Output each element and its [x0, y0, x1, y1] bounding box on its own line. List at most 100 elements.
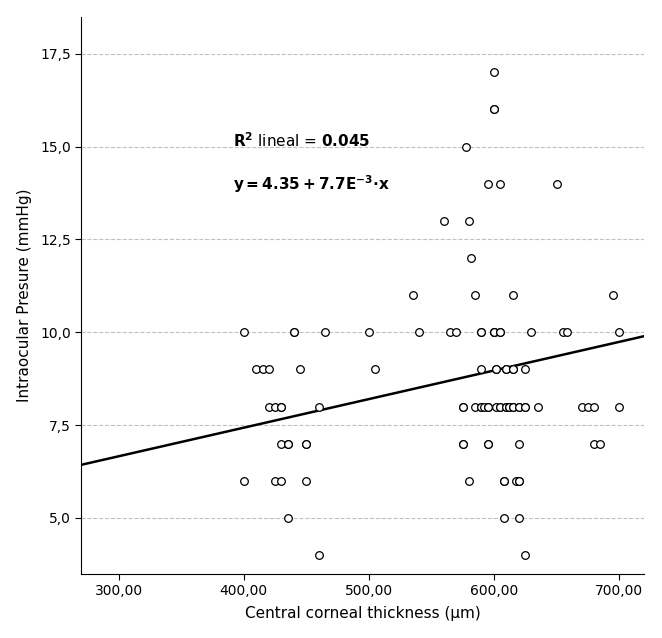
Point [514, 401, 524, 412]
Point [589, 401, 599, 412]
Point [289, 327, 299, 338]
Point [498, 476, 509, 486]
Point [501, 401, 512, 412]
Point [282, 438, 293, 449]
Point [520, 401, 530, 412]
Point [489, 105, 499, 115]
Point [489, 105, 499, 115]
Point [314, 401, 324, 412]
Point [520, 550, 530, 560]
Point [363, 327, 374, 338]
Point [314, 550, 324, 560]
Point [476, 364, 487, 375]
Point [614, 401, 624, 412]
Point [463, 216, 474, 226]
Point [495, 327, 506, 338]
Point [282, 513, 293, 523]
Text: $\mathbf{y = 4.35 + 7.7E^{-3}{\cdot}x}$: $\mathbf{y = 4.35 + 7.7E^{-3}{\cdot}x}$ [233, 173, 390, 195]
Point [491, 364, 502, 375]
Point [514, 513, 524, 523]
Point [520, 364, 530, 375]
Point [551, 179, 562, 189]
Point [508, 401, 518, 412]
Point [263, 401, 274, 412]
Point [466, 253, 477, 263]
Point [476, 401, 487, 412]
Point [439, 216, 449, 226]
Point [511, 476, 522, 486]
Point [495, 179, 506, 189]
Point [457, 438, 468, 449]
Point [508, 364, 518, 375]
Point [483, 179, 493, 189]
Point [489, 67, 499, 77]
Point [514, 438, 524, 449]
Point [301, 476, 312, 486]
Point [608, 290, 618, 300]
Point [461, 142, 472, 152]
Point [263, 364, 274, 375]
Point [238, 476, 249, 486]
Point [269, 476, 280, 486]
Point [320, 327, 330, 338]
Point [276, 438, 287, 449]
Point [495, 401, 506, 412]
Point [476, 401, 487, 412]
Point [457, 401, 468, 412]
Point [370, 364, 381, 375]
Point [276, 401, 287, 412]
Point [301, 438, 312, 449]
Point [495, 401, 506, 412]
Point [457, 401, 468, 412]
Point [276, 476, 287, 486]
Point [583, 401, 593, 412]
Point [489, 327, 499, 338]
Point [269, 401, 280, 412]
Point [508, 290, 518, 300]
Point [483, 438, 493, 449]
Point [276, 401, 287, 412]
Point [498, 513, 509, 523]
Point [576, 401, 587, 412]
Point [289, 327, 299, 338]
Point [451, 327, 461, 338]
Point [483, 401, 493, 412]
Point [445, 327, 455, 338]
Point [589, 438, 599, 449]
Point [595, 438, 606, 449]
Point [470, 401, 481, 412]
Point [476, 327, 487, 338]
Y-axis label: Intraocular Presure (mmHg): Intraocular Presure (mmHg) [17, 188, 32, 402]
Point [532, 401, 543, 412]
Point [508, 364, 518, 375]
Point [476, 327, 487, 338]
Point [514, 401, 524, 412]
Point [489, 327, 499, 338]
Point [457, 438, 468, 449]
Point [238, 327, 249, 338]
X-axis label: Central corneal thickness (μm): Central corneal thickness (μm) [245, 606, 481, 621]
Point [508, 401, 518, 412]
Point [514, 476, 524, 486]
Point [491, 364, 502, 375]
Point [463, 476, 474, 486]
Point [561, 327, 572, 338]
Point [251, 364, 261, 375]
Point [407, 290, 418, 300]
Point [489, 327, 499, 338]
Point [479, 401, 489, 412]
Point [301, 438, 312, 449]
Point [504, 401, 514, 412]
Point [282, 438, 293, 449]
Point [614, 327, 624, 338]
Point [557, 327, 568, 338]
Point [483, 401, 493, 412]
Point [501, 364, 512, 375]
Point [483, 438, 493, 449]
Point [258, 364, 268, 375]
Point [495, 327, 506, 338]
Point [501, 364, 512, 375]
Text: $\mathbf{R^2}$ lineal = $\mathbf{0.045}$: $\mathbf{R^2}$ lineal = $\mathbf{0.045}$ [233, 131, 371, 151]
Point [491, 401, 502, 412]
Point [514, 476, 524, 486]
